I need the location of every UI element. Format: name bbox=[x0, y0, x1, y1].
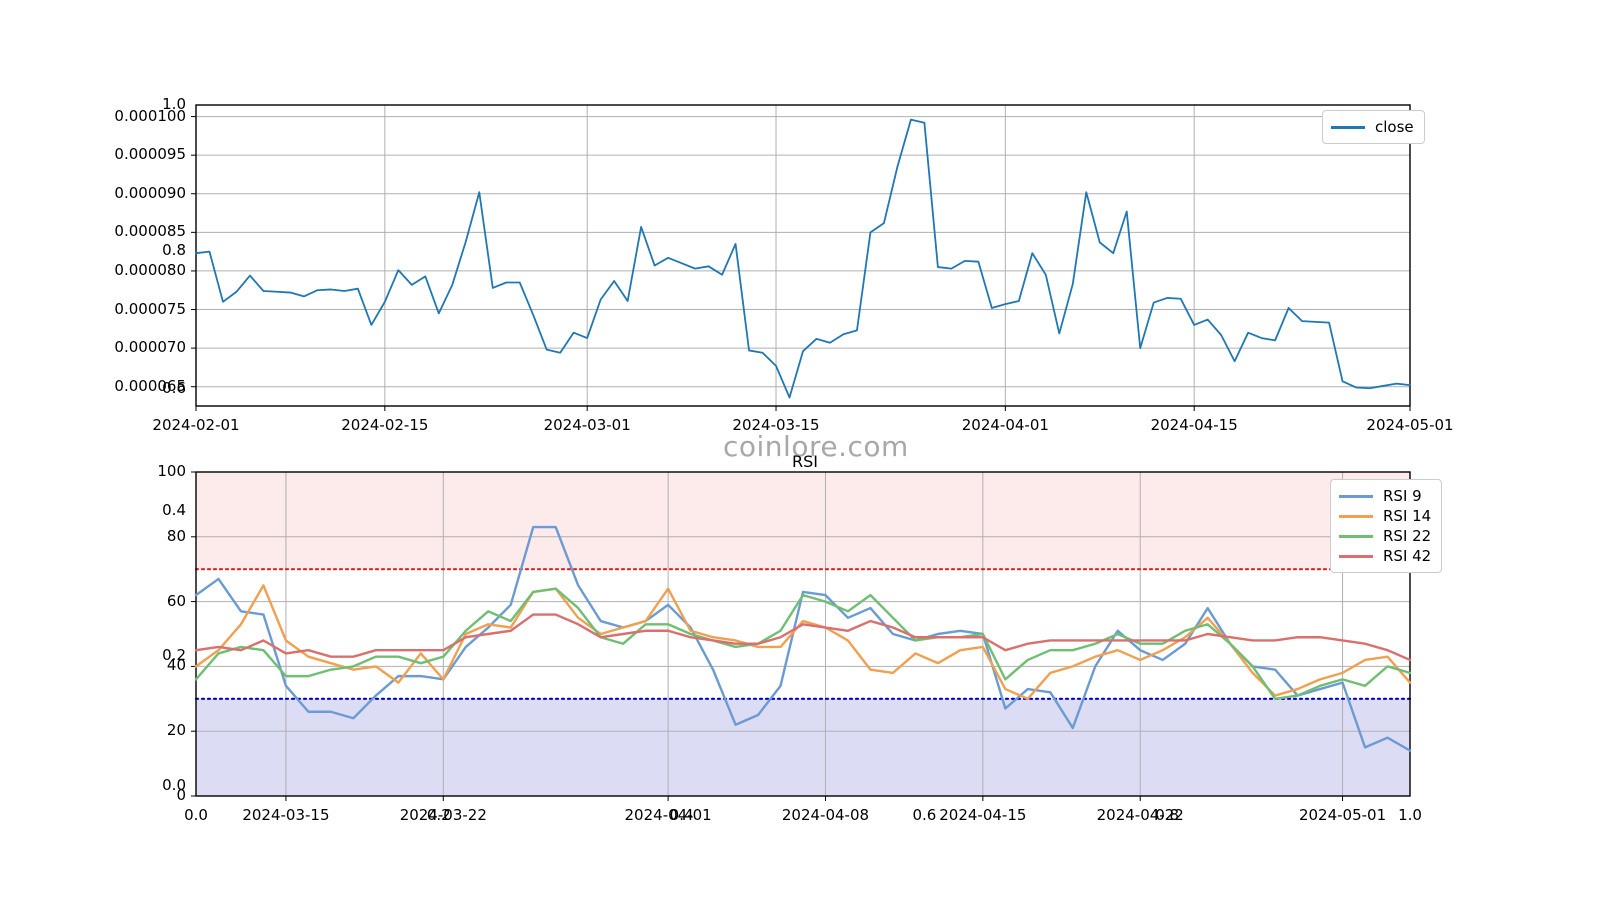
legend-label-close: close bbox=[1375, 118, 1414, 136]
axis-tick-label: 0.4 bbox=[669, 806, 694, 824]
rsi9-line-swatch bbox=[1339, 494, 1373, 498]
axis-tick-label: 2024-04-01 bbox=[624, 806, 712, 824]
price-legend[interactable]: close bbox=[1322, 110, 1425, 144]
rsi-band bbox=[196, 698, 1410, 796]
rsi-line-rsi-9 bbox=[194, 525, 1412, 752]
axis-tick-label: 0.2 bbox=[162, 646, 186, 664]
axis-tick-label: 0.000090 bbox=[114, 183, 186, 202]
axis-tick-label: 0.000080 bbox=[114, 260, 186, 279]
axis-tick-label: 0 bbox=[176, 786, 186, 804]
axis-tick-label: 2024-03-15 bbox=[242, 806, 330, 824]
axis-tick-label: 0.6 bbox=[162, 379, 186, 397]
rsi-line-rsi-14 bbox=[194, 584, 1412, 700]
legend-item-close[interactable]: close bbox=[1331, 117, 1414, 137]
coinlore-watermark: coinlore.com bbox=[723, 430, 909, 463]
legend-item-rsi14[interactable]: RSI 14 bbox=[1339, 506, 1431, 526]
axis-tick-label: 2024-04-15 bbox=[939, 806, 1027, 824]
legend-item-rsi22[interactable]: RSI 22 bbox=[1339, 526, 1431, 546]
axis-tick-label: 2024-04-01 bbox=[961, 416, 1049, 434]
axis-tick-label: 2024-02-01 bbox=[152, 416, 240, 434]
legend-label-rsi22: RSI 22 bbox=[1383, 527, 1432, 545]
axis-tick-label: 0.000085 bbox=[114, 222, 186, 241]
axis-tick-label: 60 bbox=[166, 591, 186, 610]
axis-tick-label: 100 bbox=[157, 462, 186, 480]
axis-tick-label: 0.000070 bbox=[114, 338, 186, 357]
price-chart-svg bbox=[191, 104, 1411, 411]
axis-tick-label: 20 bbox=[166, 721, 186, 740]
axis-tick-label: 2024-03-01 bbox=[543, 416, 631, 434]
close-line-swatch bbox=[1331, 125, 1365, 129]
legend-item-rsi9[interactable]: RSI 9 bbox=[1339, 486, 1431, 506]
axis-tick-label: 1.0 bbox=[162, 95, 186, 113]
axis-tick-label: 0.8 bbox=[162, 241, 186, 259]
axis-tick-label: 0.000100 bbox=[114, 106, 186, 125]
axis-tick-label: 0.8 bbox=[1155, 806, 1180, 824]
axis-tick-label: 2024-04-15 bbox=[1150, 416, 1238, 434]
axis-tick-label: 0.000095 bbox=[114, 145, 186, 164]
axis-tick-label: 40 bbox=[166, 656, 186, 675]
legend-label-rsi14: RSI 14 bbox=[1383, 507, 1432, 525]
rsi-band bbox=[196, 472, 1410, 570]
axis-tick-label: 2024-04-22 bbox=[1096, 806, 1184, 824]
axis-tick-label: 0.2 bbox=[426, 806, 451, 824]
rsi-line-rsi-22 bbox=[194, 587, 1412, 700]
axis-tick-label: 0.000065 bbox=[114, 376, 186, 395]
rsi-chart-panel bbox=[0, 440, 1600, 900]
rsi22-line-swatch bbox=[1339, 534, 1373, 538]
legend-label-rsi42: RSI 42 bbox=[1383, 547, 1432, 565]
rsi14-line-swatch bbox=[1339, 514, 1373, 518]
rsi-chart-svg bbox=[191, 471, 1412, 801]
rsi-panel-title: RSI bbox=[792, 452, 818, 471]
axis-tick-label: 2024-03-15 bbox=[732, 416, 820, 434]
rsi-legend[interactable]: RSI 9 RSI 14 RSI 22 RSI 42 bbox=[1330, 479, 1443, 573]
axis-tick-label: 2024-02-15 bbox=[341, 416, 429, 434]
axis-tick-label: 0.0 bbox=[184, 806, 208, 824]
rsi-line-rsi-42 bbox=[194, 613, 1412, 662]
price-close-line bbox=[195, 118, 1411, 399]
axis-tick-label: 2024-03-22 bbox=[399, 806, 487, 824]
price-chart-panel bbox=[191, 104, 1411, 411]
axis-tick-label: 2024-05-01 bbox=[1298, 806, 1387, 824]
rsi42-line-swatch bbox=[1339, 554, 1373, 558]
legend-label-rsi9: RSI 9 bbox=[1383, 487, 1422, 505]
axis-tick-label: 0.000075 bbox=[114, 299, 186, 318]
axis-tick-label: 0.6 bbox=[912, 806, 937, 824]
axis-tick-label: 0.0 bbox=[162, 776, 186, 794]
legend-item-rsi42[interactable]: RSI 42 bbox=[1339, 546, 1431, 566]
axis-tick-label: 80 bbox=[166, 526, 186, 545]
axis-tick-label: 0.4 bbox=[162, 501, 186, 519]
axis-tick-label: 2024-04-08 bbox=[781, 806, 870, 824]
axis-tick-label: 2024-05-01 bbox=[1366, 416, 1454, 434]
axis-tick-label: 1.0 bbox=[1398, 806, 1422, 824]
